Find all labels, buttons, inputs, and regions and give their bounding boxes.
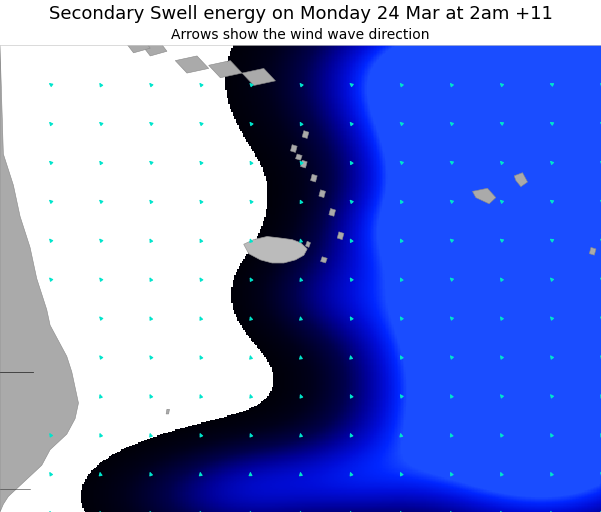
Polygon shape: [296, 154, 302, 160]
Polygon shape: [337, 232, 344, 240]
Polygon shape: [109, 23, 125, 34]
Polygon shape: [311, 174, 317, 182]
Polygon shape: [125, 37, 150, 53]
Polygon shape: [300, 160, 307, 168]
Polygon shape: [329, 208, 335, 216]
Text: Secondary Swell energy on Monday 24 Mar at 2am +11: Secondary Swell energy on Monday 24 Mar …: [49, 5, 552, 23]
Polygon shape: [242, 69, 275, 86]
Polygon shape: [166, 409, 169, 414]
Polygon shape: [175, 56, 209, 73]
Polygon shape: [244, 237, 307, 263]
Polygon shape: [0, 45, 79, 512]
Polygon shape: [302, 131, 309, 138]
Polygon shape: [472, 188, 496, 204]
Polygon shape: [142, 40, 167, 56]
Polygon shape: [319, 190, 326, 198]
Polygon shape: [209, 60, 242, 78]
Polygon shape: [305, 241, 311, 247]
Polygon shape: [590, 247, 596, 255]
Text: Arrows show the wind wave direction: Arrows show the wind wave direction: [171, 28, 430, 42]
Polygon shape: [290, 145, 297, 153]
Polygon shape: [320, 257, 327, 263]
Polygon shape: [514, 173, 528, 187]
